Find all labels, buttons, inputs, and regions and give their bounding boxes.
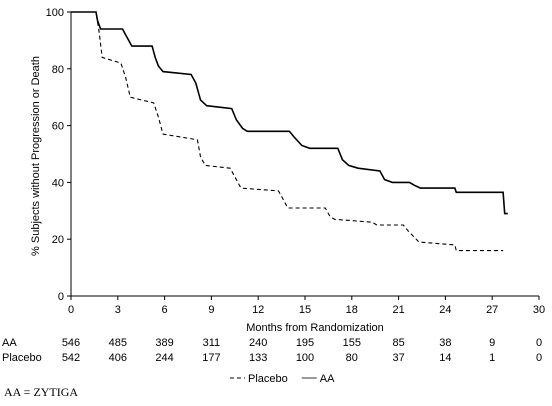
y-axis-title: % Subjects without Progression or Death <box>30 56 42 256</box>
x-tick-labels: 0 3 6 9 12 15 18 21 24 27 30 <box>68 304 545 316</box>
risk-count: 38 <box>439 337 451 349</box>
legend-label: AA <box>320 373 335 385</box>
x-tick-label: 30 <box>533 304 545 316</box>
y-tick-label: 80 <box>52 64 64 76</box>
y-tick-label: 100 <box>46 7 64 19</box>
risk-count: 155 <box>343 337 361 349</box>
y-tick-labels: 0 20 40 60 80 100 <box>46 7 64 303</box>
risk-count: 244 <box>155 352 173 364</box>
risk-count: 37 <box>392 352 404 364</box>
risk-count: 240 <box>249 337 267 349</box>
risk-count: 1 <box>489 352 495 364</box>
x-tick-label: 27 <box>486 304 498 316</box>
y-tick-label: 0 <box>58 291 64 303</box>
x-tick-label: 3 <box>115 304 121 316</box>
risk-count: 100 <box>296 352 314 364</box>
series-line-placebo <box>71 11 504 252</box>
plot-axes <box>67 11 540 300</box>
risk-count: 195 <box>296 337 314 349</box>
risk-count: 542 <box>62 352 80 364</box>
x-tick-label: 15 <box>299 304 311 316</box>
risk-count: 177 <box>202 352 220 364</box>
risk-row-label: AA <box>2 337 17 349</box>
x-tick-label: 6 <box>162 304 168 316</box>
x-tick-label: 0 <box>68 304 74 316</box>
risk-count: 546 <box>62 337 80 349</box>
risk-count: 9 <box>489 337 495 349</box>
series-line-aa <box>71 11 508 215</box>
x-tick-label: 12 <box>252 304 264 316</box>
legend: Placebo AA <box>230 373 335 385</box>
x-tick-label: 18 <box>346 304 358 316</box>
risk-count: 85 <box>392 337 404 349</box>
y-tick-label: 20 <box>52 234 64 246</box>
risk-count: 80 <box>346 352 358 364</box>
y-tick-label: 60 <box>52 121 64 133</box>
x-axis-title: Months from Randomization <box>246 322 384 334</box>
y-tick-label: 40 <box>52 177 64 189</box>
risk-count: 389 <box>155 337 173 349</box>
footnote: AA = ZYTIGA <box>4 385 79 399</box>
x-tick-label: 21 <box>392 304 404 316</box>
risk-count: 14 <box>439 352 451 364</box>
risk-count: 406 <box>109 352 127 364</box>
risk-count: 133 <box>249 352 267 364</box>
survival-curves <box>71 11 508 252</box>
risk-count: 485 <box>109 337 127 349</box>
risk-count: 311 <box>203 337 221 349</box>
x-tick-label: 24 <box>439 304 451 316</box>
legend-label: Placebo <box>248 373 288 385</box>
risk-count: 0 <box>536 352 542 364</box>
risk-row-label: Placebo <box>2 352 42 364</box>
x-tick-label: 9 <box>208 304 214 316</box>
risk-count: 0 <box>536 337 542 349</box>
